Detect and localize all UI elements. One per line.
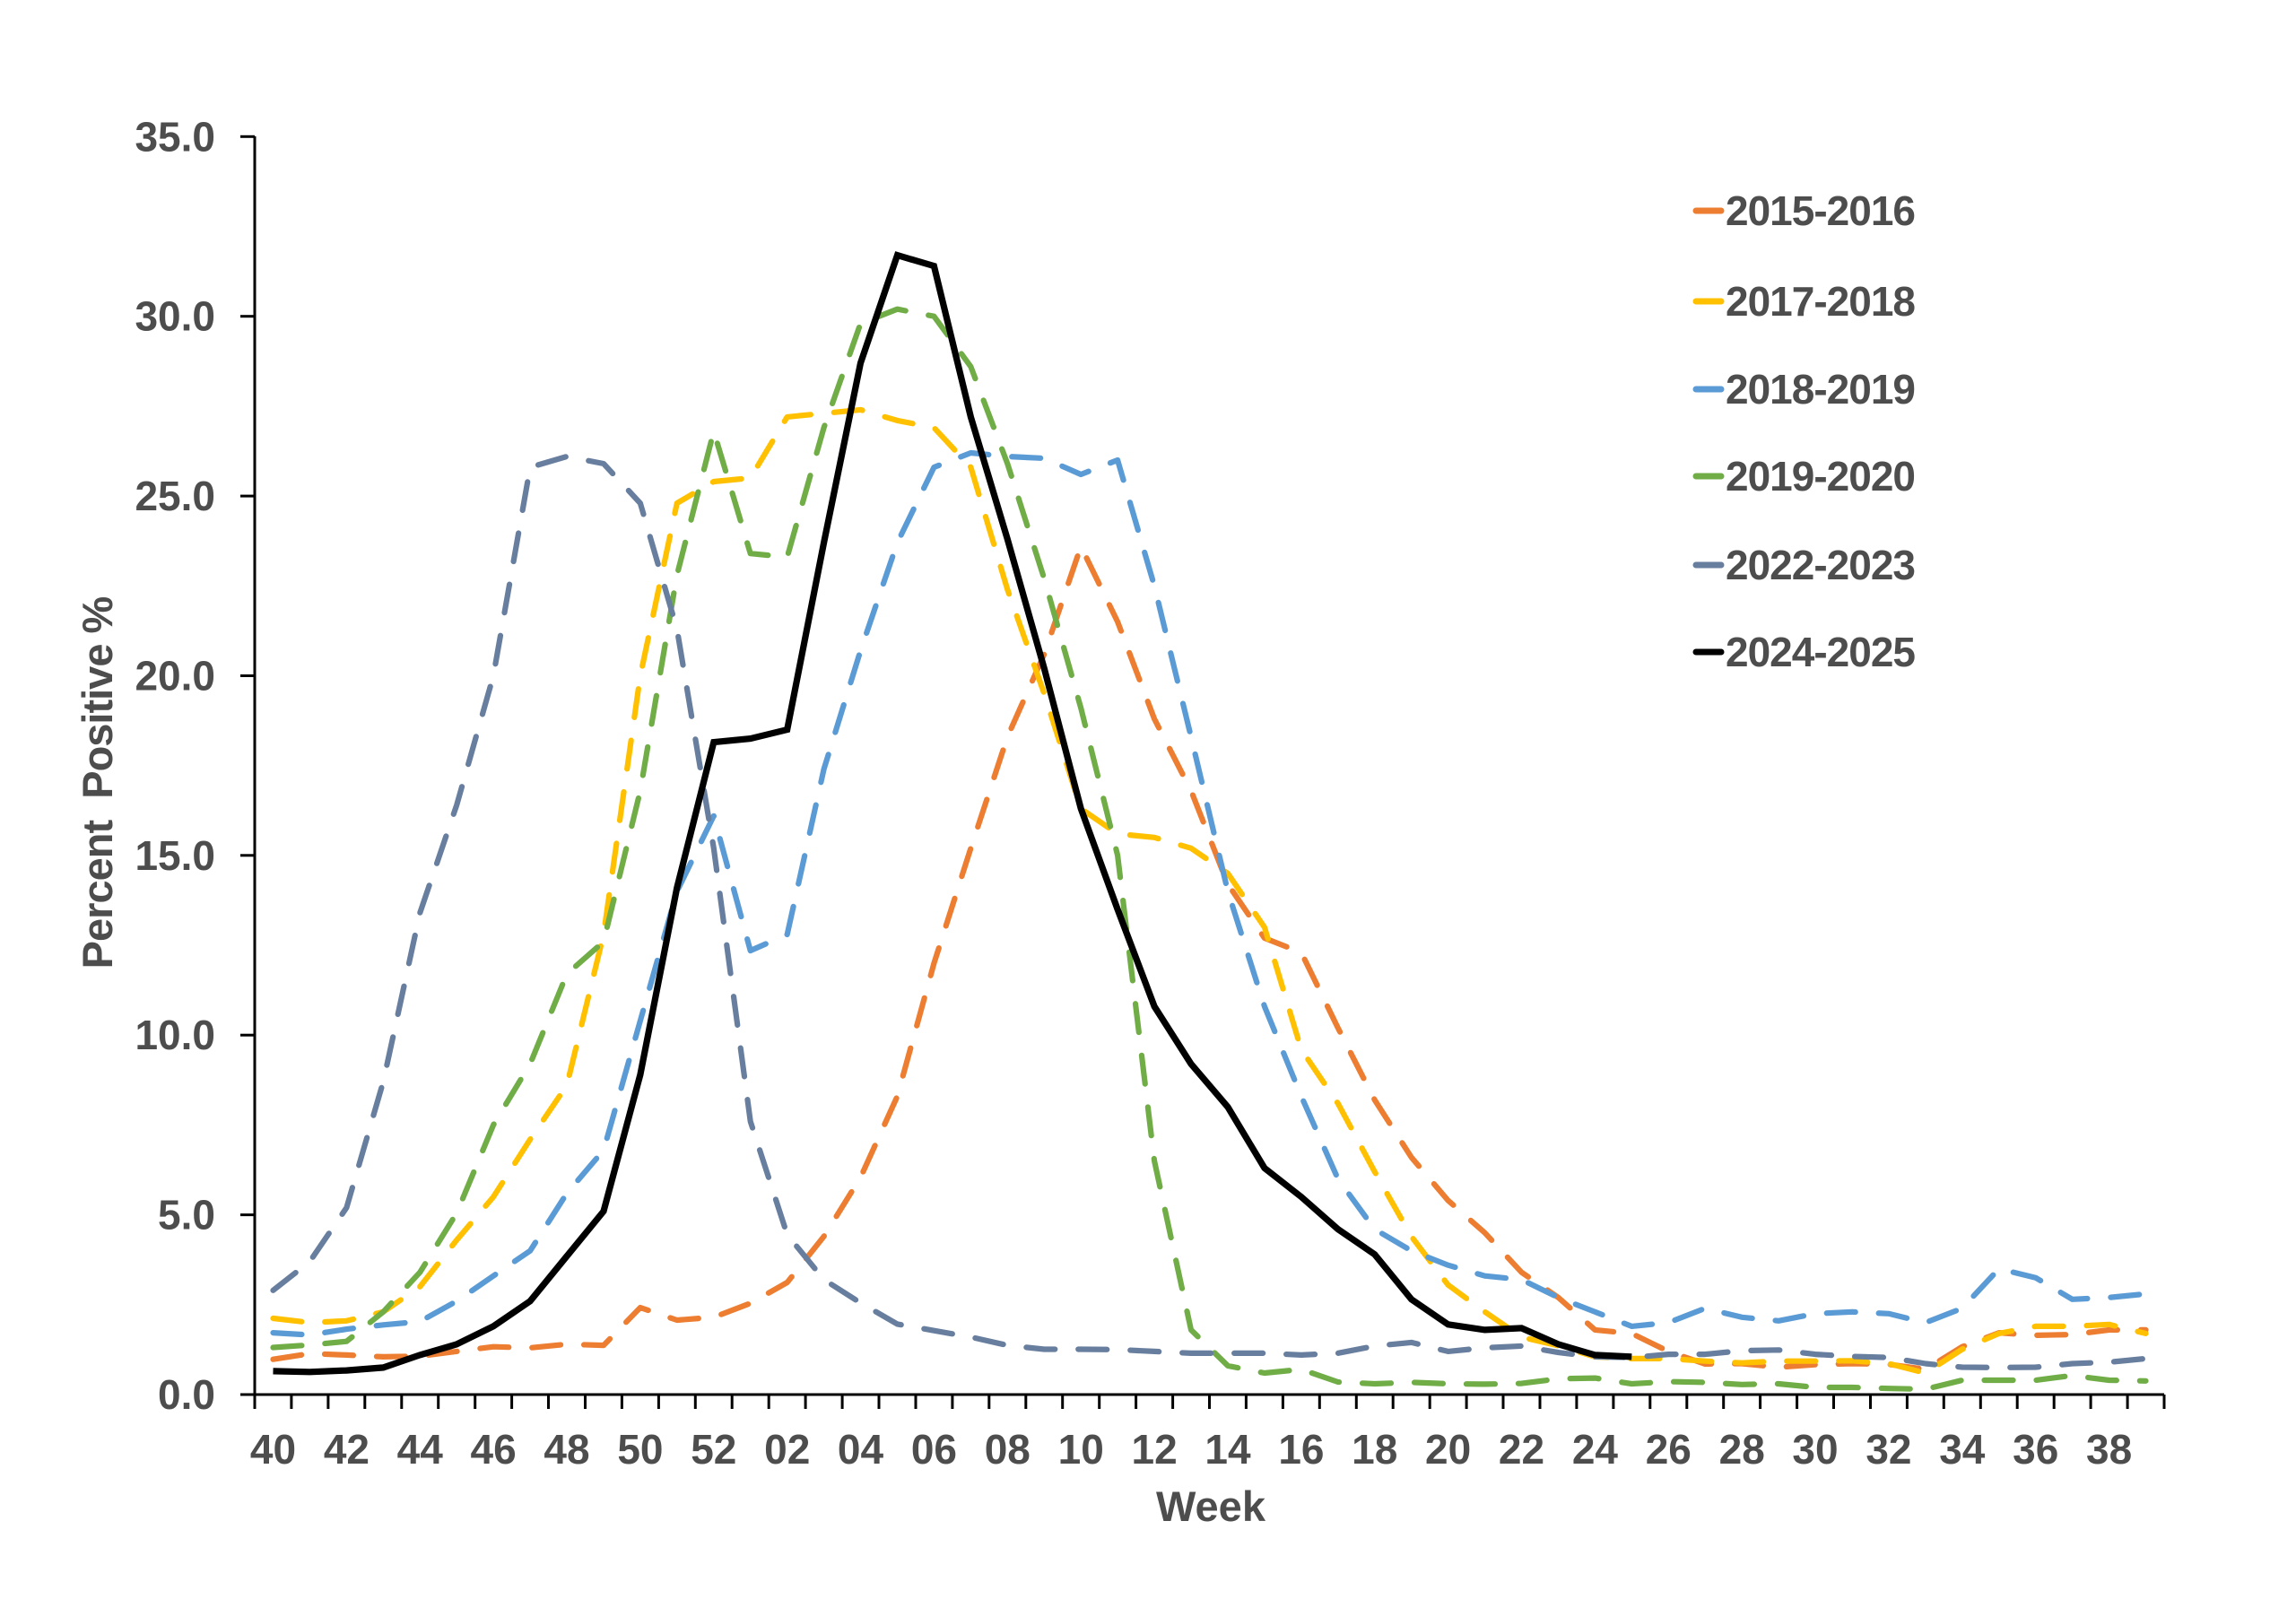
- svg-text:20: 20: [1425, 1426, 1471, 1473]
- svg-text:04: 04: [838, 1426, 884, 1473]
- svg-text:52: 52: [691, 1426, 736, 1473]
- svg-text:2019-2020: 2019-2020: [1726, 453, 1915, 500]
- svg-text:38: 38: [2086, 1426, 2132, 1473]
- svg-text:50: 50: [617, 1426, 663, 1473]
- svg-text:22: 22: [1499, 1426, 1544, 1473]
- svg-text:10.0: 10.0: [135, 1012, 215, 1058]
- svg-text:02: 02: [764, 1426, 810, 1473]
- svg-text:0.0: 0.0: [158, 1371, 215, 1418]
- svg-text:25.0: 25.0: [135, 473, 215, 519]
- svg-text:2018-2019: 2018-2019: [1726, 366, 1915, 413]
- svg-text:34: 34: [1939, 1426, 1986, 1473]
- svg-text:20.0: 20.0: [135, 653, 215, 700]
- svg-text:15.0: 15.0: [135, 832, 215, 879]
- svg-text:08: 08: [985, 1426, 1031, 1473]
- svg-text:18: 18: [1352, 1426, 1397, 1473]
- svg-text:12: 12: [1132, 1426, 1178, 1473]
- svg-text:Percent Positive %: Percent Positive %: [74, 596, 121, 969]
- svg-text:06: 06: [911, 1426, 957, 1473]
- svg-text:2024-2025: 2024-2025: [1726, 629, 1915, 675]
- svg-text:Week: Week: [1156, 1482, 1266, 1530]
- svg-text:30: 30: [1792, 1426, 1838, 1473]
- svg-text:36: 36: [2013, 1426, 2058, 1473]
- svg-text:26: 26: [1646, 1426, 1692, 1473]
- svg-text:2022-2023: 2022-2023: [1726, 542, 1915, 588]
- svg-text:42: 42: [324, 1426, 370, 1473]
- svg-text:48: 48: [544, 1426, 589, 1473]
- svg-text:24: 24: [1572, 1426, 1619, 1473]
- svg-text:35.0: 35.0: [135, 113, 215, 160]
- svg-text:10: 10: [1058, 1426, 1104, 1473]
- svg-text:2017-2018: 2017-2018: [1726, 278, 1915, 325]
- svg-text:40: 40: [250, 1426, 296, 1473]
- svg-text:28: 28: [1719, 1426, 1765, 1473]
- svg-text:16: 16: [1278, 1426, 1324, 1473]
- svg-text:30.0: 30.0: [135, 293, 215, 340]
- svg-text:44: 44: [397, 1426, 444, 1473]
- svg-text:46: 46: [471, 1426, 517, 1473]
- svg-text:2015-2016: 2015-2016: [1726, 187, 1915, 234]
- svg-text:5.0: 5.0: [158, 1192, 215, 1239]
- svg-text:14: 14: [1205, 1426, 1251, 1473]
- svg-text:32: 32: [1866, 1426, 1911, 1473]
